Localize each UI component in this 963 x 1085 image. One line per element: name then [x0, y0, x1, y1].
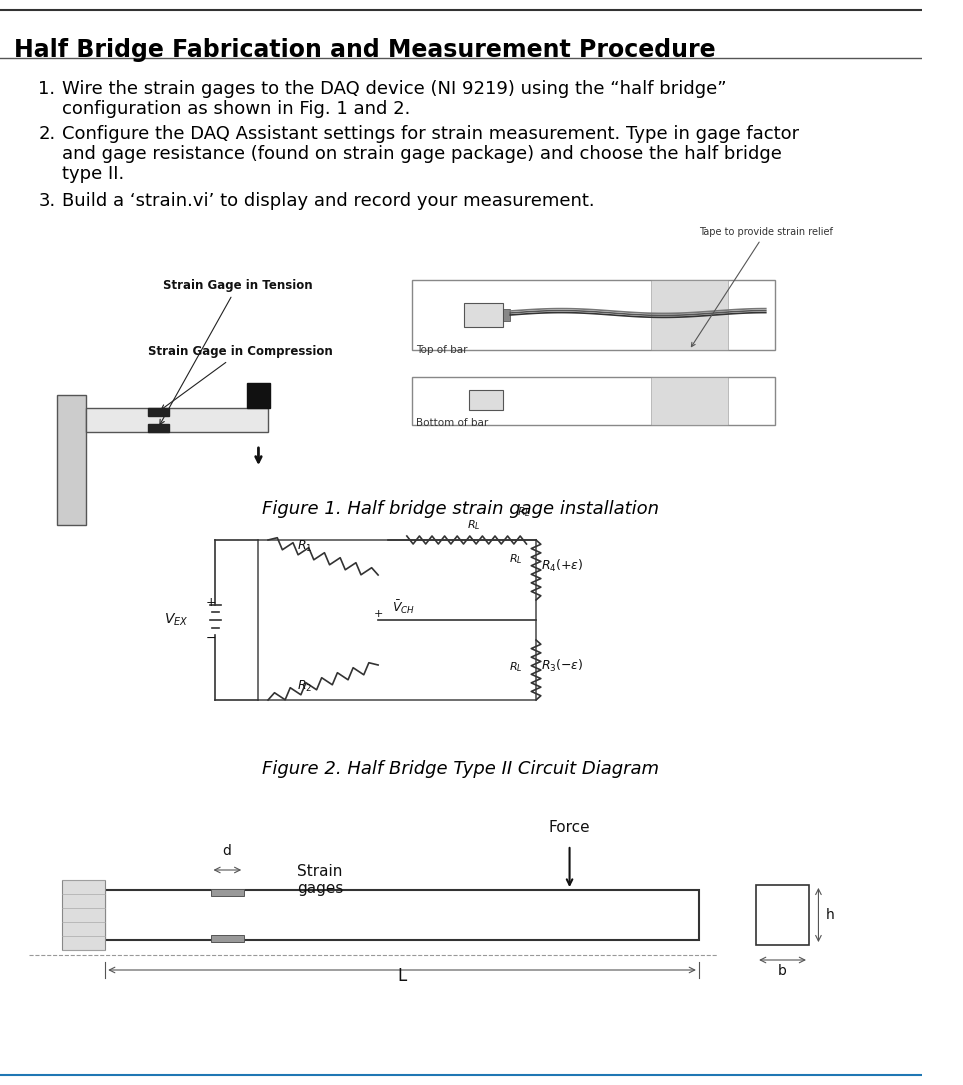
Bar: [464, 303, 503, 327]
Bar: [651, 376, 727, 425]
Text: −: −: [206, 631, 217, 644]
Bar: [411, 280, 775, 350]
Text: type II.: type II.: [63, 165, 124, 183]
Text: Figure 1. Half bridge strain gage installation: Figure 1. Half bridge strain gage instal…: [262, 500, 659, 518]
Text: $R_3(-\varepsilon)$: $R_3(-\varepsilon)$: [541, 658, 584, 674]
Bar: [211, 889, 244, 896]
Text: +: +: [374, 609, 382, 620]
Text: $R_L$: $R_L$: [517, 505, 531, 519]
Text: +: +: [206, 596, 217, 609]
Text: Build a ‘strain.vi’ to display and record your measurement.: Build a ‘strain.vi’ to display and recor…: [63, 192, 595, 210]
Bar: [258, 540, 536, 700]
Text: Strain Gage in Compression: Strain Gage in Compression: [148, 345, 333, 410]
Text: $R_2$: $R_2$: [297, 679, 312, 694]
Bar: [651, 280, 727, 350]
Bar: [58, 395, 86, 525]
Text: Strain
gages: Strain gages: [297, 864, 343, 896]
Text: Bottom of bar: Bottom of bar: [416, 418, 488, 427]
Bar: [105, 890, 699, 940]
Text: $R_L$: $R_L$: [509, 660, 523, 674]
Text: Half Bridge Fabrication and Measurement Procedure: Half Bridge Fabrication and Measurement …: [14, 38, 716, 62]
Text: Tape to provide strain relief: Tape to provide strain relief: [691, 227, 833, 346]
Bar: [756, 885, 809, 945]
Bar: [503, 309, 510, 321]
Text: d: d: [222, 844, 231, 858]
Text: $R_L$: $R_L$: [509, 552, 523, 565]
Text: $R_1$: $R_1$: [297, 539, 312, 554]
Text: 1.: 1.: [39, 80, 56, 98]
Text: 2.: 2.: [39, 125, 56, 143]
Text: 3.: 3.: [39, 192, 56, 210]
Text: $\bar{V}_{CH}$: $\bar{V}_{CH}$: [393, 599, 416, 616]
Bar: [86, 408, 268, 432]
Bar: [247, 383, 270, 408]
Text: $R_L$: $R_L$: [467, 518, 481, 532]
Bar: [63, 880, 105, 950]
Text: Top of bar: Top of bar: [416, 345, 468, 355]
Text: Wire the strain gages to the DAQ device (NI 9219) using the “half bridge”: Wire the strain gages to the DAQ device …: [63, 80, 727, 98]
Text: h: h: [826, 908, 835, 922]
Text: Force: Force: [549, 820, 590, 835]
Bar: [211, 935, 244, 942]
Text: $R_4(+\varepsilon)$: $R_4(+\varepsilon)$: [541, 558, 584, 574]
Bar: [148, 424, 169, 432]
Text: configuration as shown in Fig. 1 and 2.: configuration as shown in Fig. 1 and 2.: [63, 100, 410, 118]
Bar: [148, 408, 169, 416]
Text: L: L: [398, 967, 406, 985]
Text: b: b: [778, 963, 787, 978]
Text: and gage resistance (found on strain gage package) and choose the half bridge: and gage resistance (found on strain gag…: [63, 145, 782, 163]
Bar: [469, 390, 503, 410]
Text: Figure 2. Half Bridge Type II Circuit Diagram: Figure 2. Half Bridge Type II Circuit Di…: [262, 760, 659, 778]
Text: Configure the DAQ Assistant settings for strain measurement. Type in gage factor: Configure the DAQ Assistant settings for…: [63, 125, 799, 143]
Text: Strain Gage in Tension: Strain Gage in Tension: [160, 279, 312, 424]
Text: $V_{EX}$: $V_{EX}$: [164, 612, 189, 628]
Bar: [411, 376, 775, 425]
